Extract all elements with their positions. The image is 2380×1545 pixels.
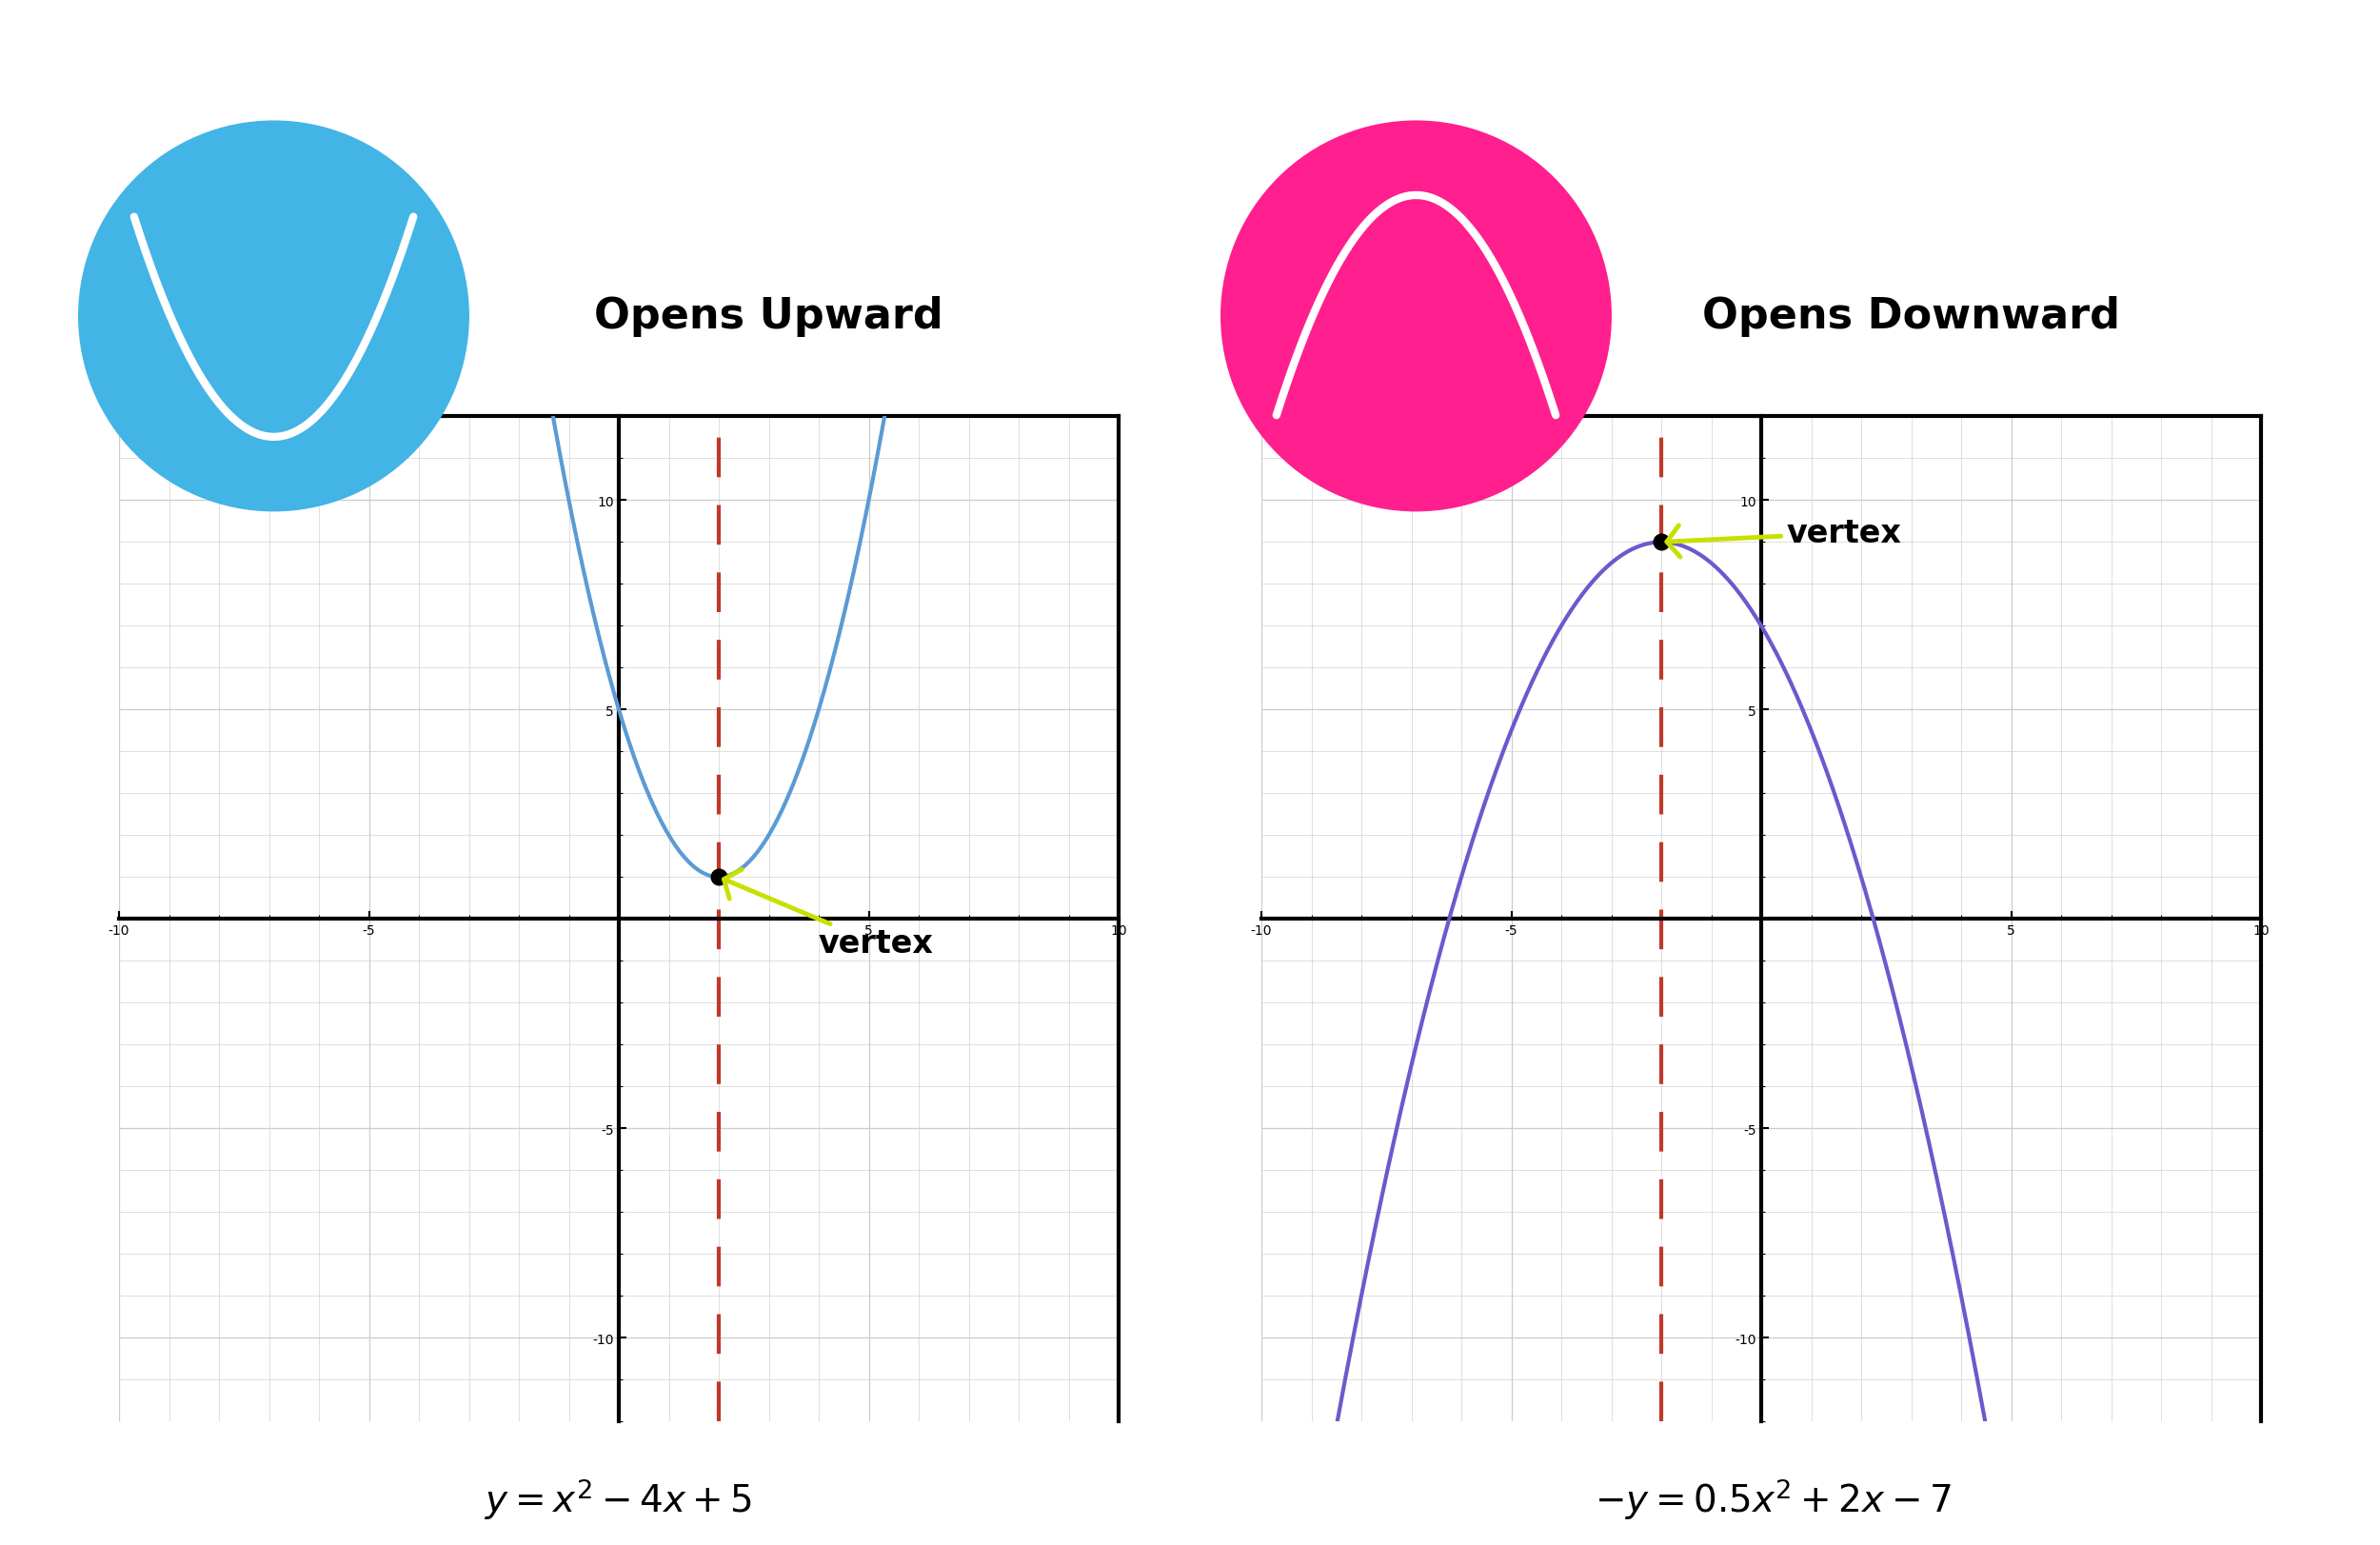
Text: vertex: vertex	[1666, 518, 1902, 558]
Circle shape	[1221, 122, 1611, 511]
Text: $-y = 0.5x^2 + 2x - 7$: $-y = 0.5x^2 + 2x - 7$	[1595, 1475, 1952, 1522]
Text: Opens Downward: Opens Downward	[1702, 297, 2121, 337]
Text: Opens Upward: Opens Upward	[595, 297, 942, 337]
Circle shape	[79, 122, 469, 511]
Text: $y = x^2 - 4x + 5$: $y = x^2 - 4x + 5$	[486, 1475, 752, 1522]
Text: vertex: vertex	[724, 870, 933, 959]
